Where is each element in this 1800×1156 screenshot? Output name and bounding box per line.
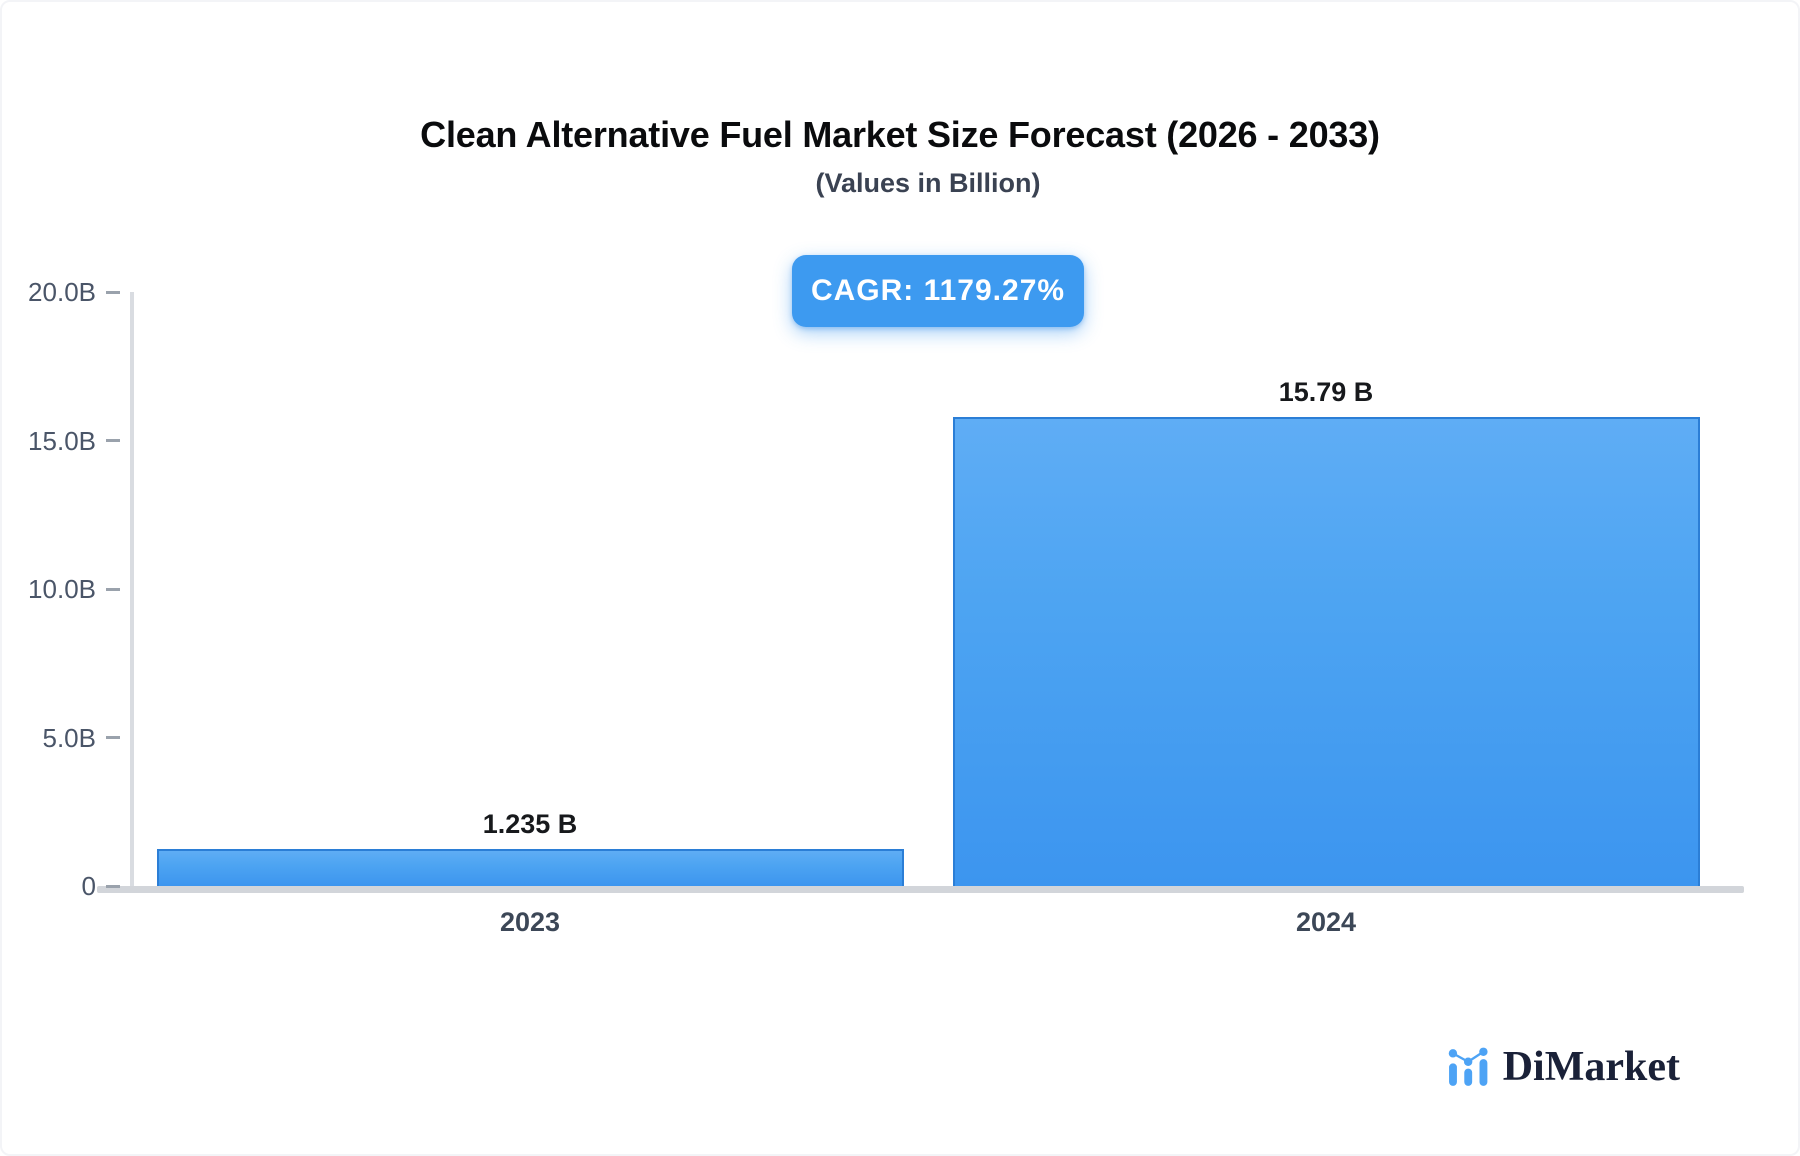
y-axis-line [130,292,134,886]
x-axis-label-2024: 2024 [1295,907,1357,937]
x-axis-line [97,886,1744,893]
y-axis-tick-label: 15.0B [28,425,96,456]
y-axis-tick-dash [106,736,120,739]
bar-value-label-2024: 15.79 B [1278,377,1374,408]
cagr-badge: CAGR: 1179.27% [792,255,1084,327]
y-axis-tick-label: 0 [81,871,96,901]
y-axis-tick-label: 10.0B [28,574,96,604]
bar-value-label-2023: 1.235 B [482,809,578,840]
y-axis-tick-dash [106,884,120,888]
chart-subtitle: (Values in Billion) [815,168,1041,198]
cagr-badge-label: CAGR: 1179.27% [810,274,1066,307]
y-axis-tick-dash [106,439,120,442]
bar-2024[interactable] [952,417,1700,886]
y-axis-tick-label: 5.0B [42,722,97,753]
dimarket-logo: DiMarket [1448,1044,1680,1090]
y-axis-tick-label: 20.0B [28,277,96,307]
bar-line-chart-logo-icon [1448,1047,1488,1086]
chart-title: Clean Alternative Fuel Market Size Forec… [420,114,1380,155]
x-axis-label-2023: 2023 [499,907,561,937]
dimarket-logo-text: DiMarket [1502,1044,1680,1090]
y-axis-tick-dash [106,587,120,591]
bar-2023[interactable] [156,849,904,886]
y-axis-tick-dash [106,290,120,294]
